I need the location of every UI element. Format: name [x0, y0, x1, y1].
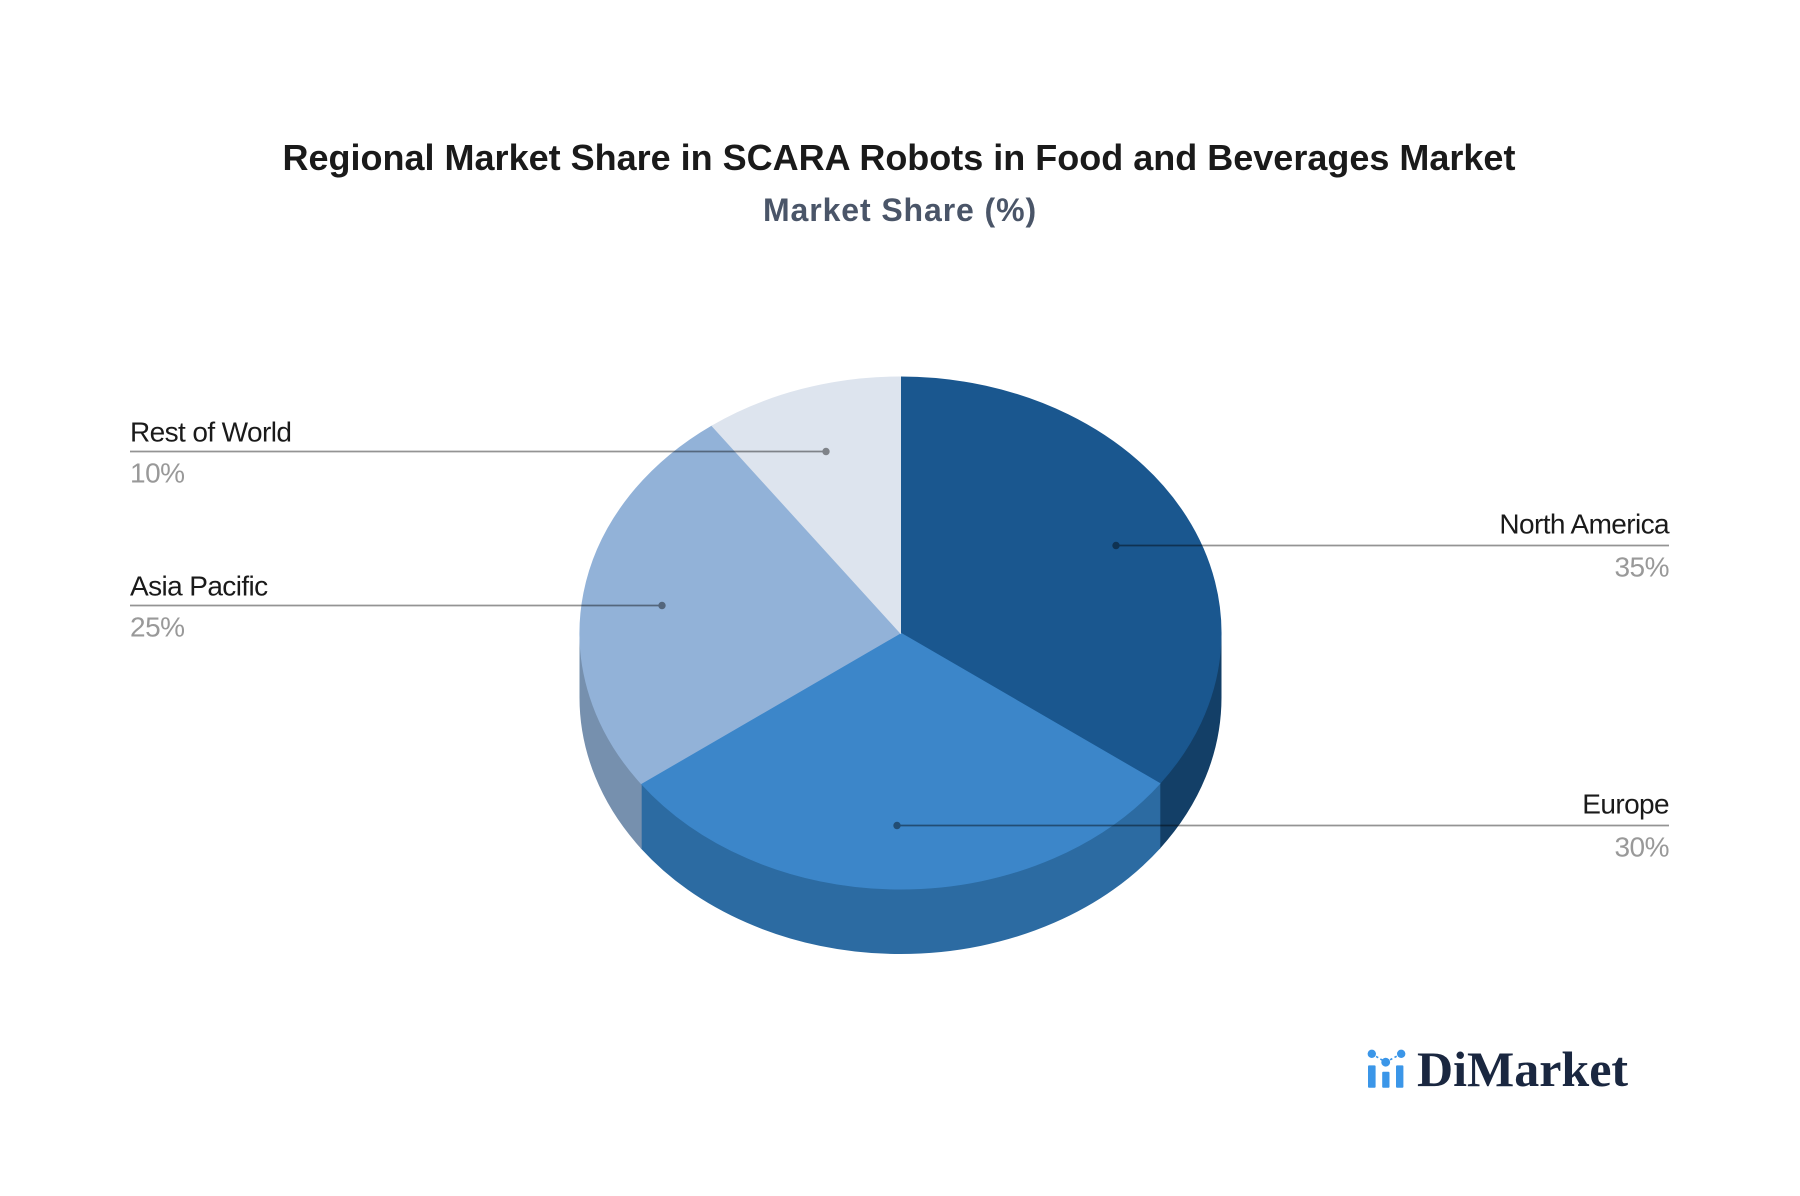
svg-text:Asia Pacific: Asia Pacific: [130, 571, 268, 602]
svg-text:Europe: Europe: [1582, 789, 1669, 820]
svg-text:30%: 30%: [1614, 832, 1669, 863]
svg-text:Regional Market Share in SCARA: Regional Market Share in SCARA Robots in…: [283, 137, 1516, 178]
svg-text:North America: North America: [1499, 509, 1670, 540]
svg-text:Market Share (%): Market Share (%): [763, 192, 1037, 228]
svg-text:25%: 25%: [130, 612, 185, 643]
svg-text:DiMarket: DiMarket: [1417, 1041, 1628, 1097]
svg-text:10%: 10%: [130, 458, 185, 489]
svg-text:35%: 35%: [1614, 552, 1669, 583]
svg-text:Rest of World: Rest of World: [130, 417, 291, 448]
